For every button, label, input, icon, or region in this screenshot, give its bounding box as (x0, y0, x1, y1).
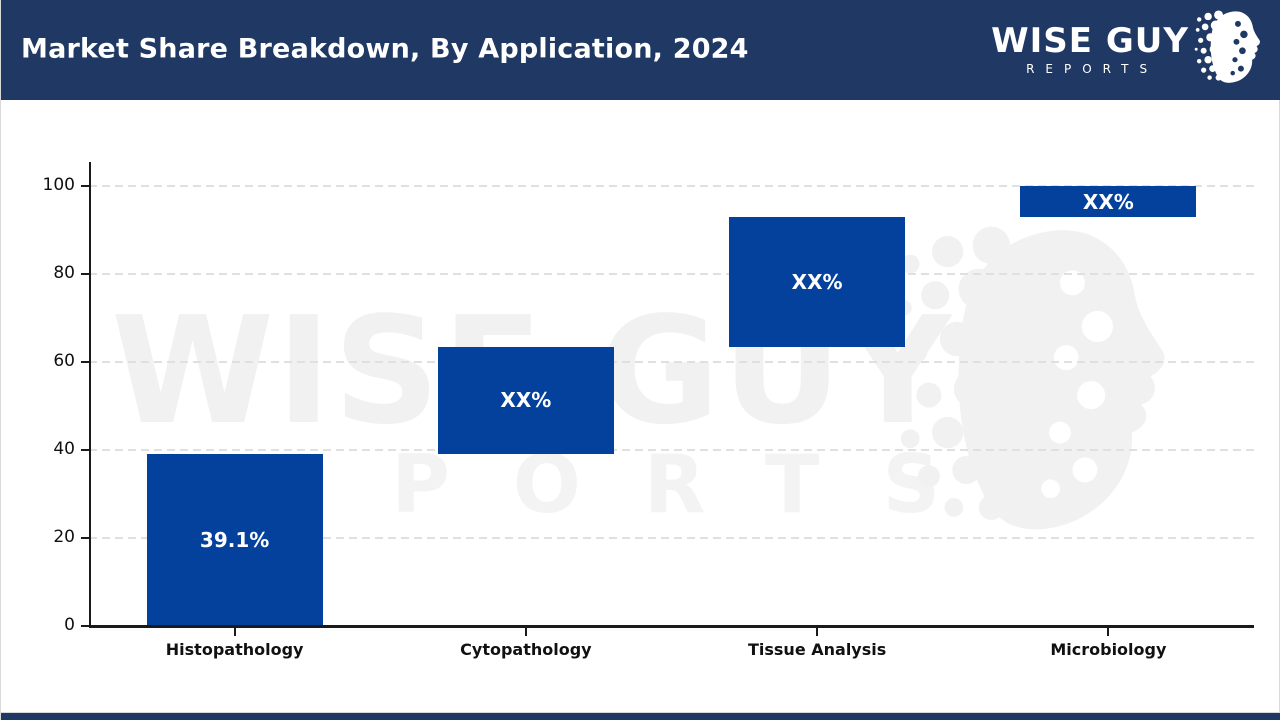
bar-tissue-analysis: XX% (729, 217, 906, 348)
y-tick-label-0: 0 (64, 615, 75, 635)
brand-logo-text: WISE GUY REPORTS (991, 21, 1189, 76)
bar-value-label: 39.1% (199, 527, 270, 552)
bar-microbiology: XX% (1020, 186, 1197, 218)
y-tick-label-60: 60 (53, 351, 75, 371)
bar-value-label: XX% (1082, 189, 1134, 214)
gridline-80 (89, 273, 1254, 275)
waterfall-chart: 39.1% XX% XX% XX% 0 20 40 60 80 100 Histopatholog… (1, 100, 1280, 713)
y-tick-label-40: 40 (53, 439, 75, 459)
y-tick-mark-60 (81, 361, 89, 363)
brand-name: WISE GUY (991, 21, 1189, 62)
bar-value-label: XX% (500, 388, 552, 413)
x-tick-mark-cytopathology (524, 628, 527, 636)
y-tick-label-100: 100 (42, 175, 75, 195)
x-tick-mark-tissue-analysis (816, 628, 819, 636)
x-axis-line (89, 625, 1254, 628)
gridline-60 (89, 361, 1254, 363)
category-label-tissue-analysis: Tissue Analysis (747, 640, 887, 659)
gridline-100 (89, 185, 1254, 187)
y-tick-mark-20 (81, 537, 89, 539)
y-tick-mark-0 (81, 625, 89, 627)
dotted-head-profile-icon (1194, 10, 1260, 83)
y-tick-mark-80 (81, 273, 89, 275)
bottom-frame-line (1, 712, 1279, 713)
category-label-histopathology: Histopathology (165, 640, 304, 659)
brand-subtitle: REPORTS (1026, 61, 1159, 76)
bar-histopathology: 39.1% (146, 453, 323, 626)
y-tick-mark-40 (81, 449, 89, 451)
footer-accent-strip (1, 713, 1280, 720)
category-label-cytopathology: Cytopathology (460, 640, 592, 659)
y-tick-mark-100 (81, 185, 89, 187)
gridline-20 (89, 537, 1254, 539)
page-title: Market Share Breakdown, By Application, … (21, 33, 749, 65)
x-tick-mark-histopathology (233, 628, 236, 636)
category-label-microbiology: Microbiology (1050, 640, 1167, 659)
y-tick-label-80: 80 (53, 263, 75, 283)
gridline-40 (89, 449, 1254, 451)
y-axis-line (89, 162, 91, 628)
y-tick-label-20: 20 (53, 527, 75, 547)
brand-logo: WISE GUY REPORTS (991, 8, 1267, 92)
header-bar: Market Share Breakdown, By Application, … (1, 0, 1280, 100)
x-tick-mark-microbiology (1107, 628, 1110, 636)
bar-cytopathology: XX% (437, 347, 614, 454)
bar-value-label: XX% (791, 270, 843, 295)
